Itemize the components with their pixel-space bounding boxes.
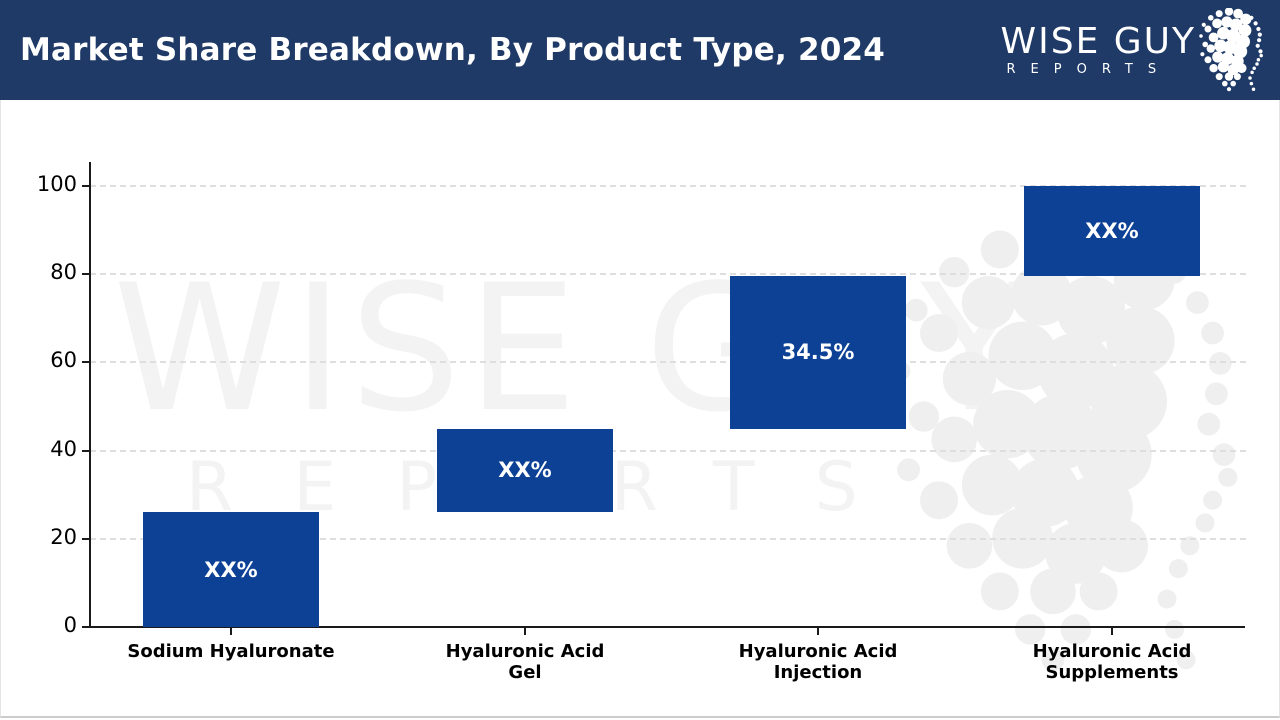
bar-value-label: 34.5%	[781, 340, 855, 365]
chart-card: WISE GUY REPORTS	[0, 100, 1280, 718]
y-tick-label: 20	[50, 524, 77, 549]
y-tick-mark	[82, 449, 90, 452]
logo-subtitle: REPORTS	[1006, 62, 1172, 78]
y-tick-mark	[82, 273, 90, 276]
logo-head-icon	[1199, 8, 1263, 92]
x-category-label-line: Hyaluronic Acid	[445, 641, 605, 662]
x-category-label-line: Sodium Hyaluronate	[127, 641, 335, 662]
header-bar: Market Share Breakdown, By Product Type,…	[0, 0, 1280, 100]
x-category-label: Hyaluronic Acid Supplements	[982, 641, 1242, 683]
grid-line	[90, 449, 1246, 452]
bar-chart: 0 20 40 60 80 100 XX% Sodium Hyaluronate XX% Hyal…	[1, 100, 1279, 716]
y-tick-label: 40	[50, 436, 77, 461]
y-tick-label: 100	[36, 172, 77, 196]
grid-line	[90, 185, 1246, 187]
y-tick-mark	[82, 185, 90, 187]
y-tick-mark	[82, 626, 90, 628]
y-axis-line	[89, 162, 91, 628]
y-tick-label: 80	[50, 260, 77, 285]
grid-line	[90, 273, 1246, 276]
bar: XX%	[1024, 186, 1200, 277]
x-tick-mark	[817, 628, 819, 635]
y-tick-label: 0	[63, 613, 77, 637]
x-category-label-line: Hyaluronic Acid	[1032, 641, 1192, 662]
bar: XX%	[437, 428, 613, 513]
x-category-label-line: Gel	[508, 662, 542, 683]
y-tick-mark	[82, 537, 90, 540]
x-category-label: Hyaluronic Acid Gel	[395, 641, 655, 683]
x-axis-line	[89, 626, 1245, 628]
x-category-label-line: Hyaluronic Acid	[738, 641, 898, 662]
x-category-label: Hyaluronic Acid Injection	[688, 641, 948, 683]
bar-value-label: XX%	[1085, 219, 1139, 244]
bar-value-label: XX%	[204, 557, 258, 582]
bar: XX%	[143, 512, 319, 627]
x-tick-mark	[230, 628, 232, 635]
page-title: Market Share Breakdown, By Product Type,…	[20, 32, 886, 68]
bar: 34.5%	[730, 276, 906, 429]
grid-line	[90, 537, 1246, 540]
x-category-label: Sodium Hyaluronate	[101, 641, 361, 662]
bar-value-label: XX%	[498, 458, 552, 483]
x-tick-mark	[1111, 628, 1113, 635]
y-tick-mark	[82, 361, 90, 364]
x-category-label-line: Injection	[773, 662, 863, 683]
wise-guy-reports-logo: WISE GUY REPORTS	[1001, 6, 1267, 94]
y-tick-label: 60	[50, 348, 77, 373]
x-category-label-line: Supplements	[1045, 662, 1179, 683]
x-tick-mark	[524, 628, 526, 635]
grid-line	[90, 361, 1246, 364]
logo-wordmark: WISE GUY	[1000, 20, 1196, 62]
